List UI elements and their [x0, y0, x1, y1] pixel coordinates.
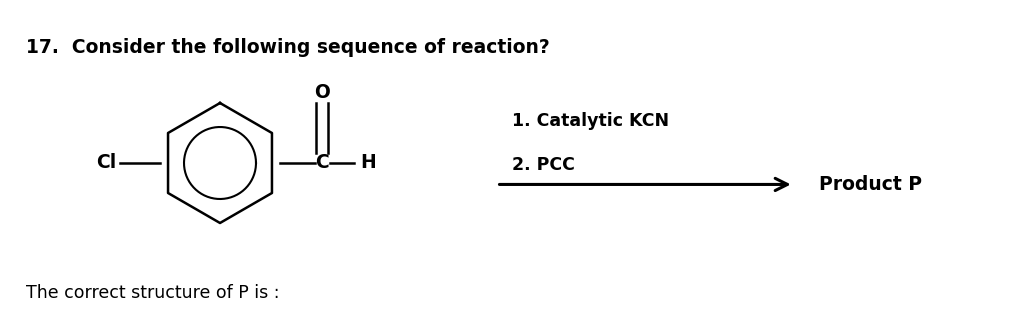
Text: 2. PCC: 2. PCC: [512, 156, 574, 174]
Text: The correct structure of P is :: The correct structure of P is :: [26, 284, 280, 302]
Text: C: C: [315, 154, 329, 172]
Text: 1. Catalytic KCN: 1. Catalytic KCN: [512, 112, 669, 130]
Text: O: O: [314, 84, 330, 102]
Text: H: H: [360, 154, 376, 172]
Text: 17.  Consider the following sequence of reaction?: 17. Consider the following sequence of r…: [26, 38, 549, 57]
Text: Cl: Cl: [96, 154, 116, 172]
Text: Product P: Product P: [819, 175, 923, 194]
